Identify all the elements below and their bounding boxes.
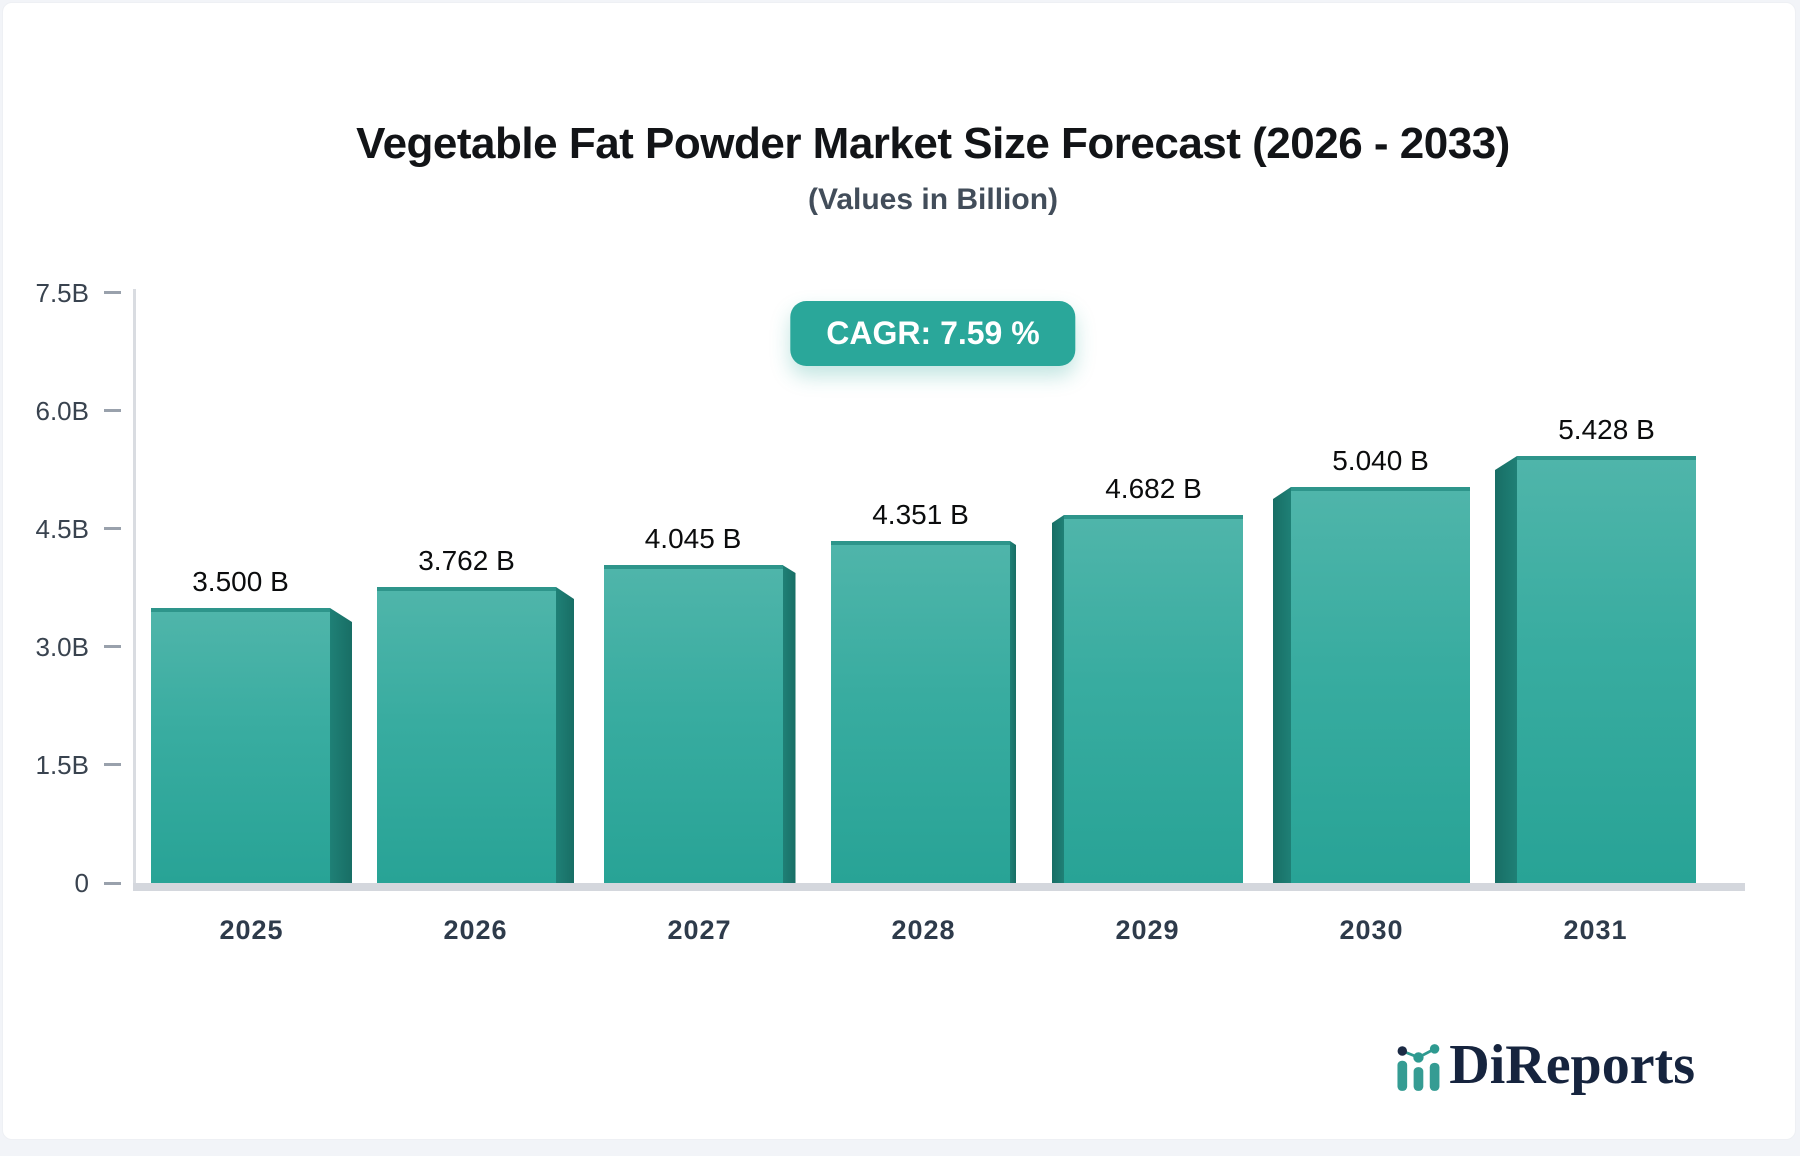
y-axis-tick-dash — [104, 527, 121, 531]
cagr-badge: CAGR: 7.59 % — [790, 301, 1076, 366]
x-axis-label-2031: 2031 — [1563, 915, 1628, 945]
y-axis-tick-dash — [104, 291, 121, 295]
chart-subtitle: (Values in Billion) — [807, 183, 1059, 216]
bar-face — [831, 541, 1010, 883]
y-axis-tick-label: 3.0B — [35, 631, 90, 662]
bar-value-label: 4.045 B — [644, 523, 742, 554]
bar-2028[interactable] — [831, 541, 1016, 883]
y-axis-tick-label: 4.5B — [35, 513, 90, 544]
bar-line-chart-icon — [1397, 1044, 1440, 1091]
y-axis-tick-label: 0 — [74, 868, 89, 898]
bar-face — [377, 587, 556, 883]
bar-side-face — [782, 565, 796, 883]
x-axis-label-2027: 2027 — [667, 915, 732, 945]
x-axis-baseline — [133, 883, 1745, 891]
bar-side-face — [1010, 541, 1016, 883]
bar-value-label: 4.351 B — [872, 499, 969, 530]
bar-value-label: 3.762 B — [418, 545, 515, 576]
chart-title: Vegetable Fat Powder Market Size Forecas… — [356, 119, 1510, 168]
bar-2030[interactable] — [1273, 487, 1470, 883]
bar-2026[interactable] — [377, 587, 574, 883]
bar-side-face — [330, 608, 352, 883]
y-axis-tick-dash — [104, 763, 121, 767]
y-axis-tick-label: 6.0B — [35, 395, 90, 426]
y-axis-tick-label: 1.5B — [35, 749, 90, 780]
x-axis-label-2029: 2029 — [1115, 915, 1180, 945]
bar-value-label: 4.682 B — [1105, 473, 1202, 504]
brand-logo: DiReports — [1395, 1037, 1695, 1093]
bar-2029[interactable] — [1052, 515, 1243, 883]
y-axis-tick-dash — [104, 645, 121, 649]
brand-logo-text: DiReports — [1449, 1034, 1695, 1096]
x-axis-label-2028: 2028 — [891, 915, 956, 945]
x-axis-label-2030: 2030 — [1339, 915, 1404, 945]
bar-side-face — [1273, 487, 1291, 883]
bar-face — [151, 608, 330, 883]
y-axis-tick-dash — [104, 409, 121, 413]
bar-side-face — [1495, 456, 1517, 883]
y-axis-tick-dash — [104, 881, 121, 885]
plot-area: 0 1.5B 3.0B 4.5B 6.0B 7.5B 3.500 B 3.762 B 4.04… — [3, 3, 1795, 1139]
bar-value-label: 5.040 B — [1332, 445, 1429, 476]
bar-side-face — [556, 587, 574, 883]
y-axis-tick-label: 7.5B — [35, 277, 90, 308]
bar-value-label: 3.500 B — [192, 566, 289, 597]
bar-2031[interactable] — [1495, 456, 1696, 883]
x-axis-label-2026: 2026 — [443, 915, 508, 945]
bar-2027[interactable] — [603, 565, 796, 883]
bar-face — [1291, 487, 1470, 883]
bar-side-face — [1052, 515, 1064, 883]
bar-face — [1517, 456, 1696, 883]
bar-value-label: 5.428 B — [1558, 414, 1655, 445]
bar-face — [1064, 515, 1243, 883]
bar-face — [603, 565, 783, 883]
y-axis-line — [133, 289, 136, 883]
bar-2025[interactable] — [151, 608, 352, 883]
x-axis-label-2025: 2025 — [219, 915, 284, 945]
